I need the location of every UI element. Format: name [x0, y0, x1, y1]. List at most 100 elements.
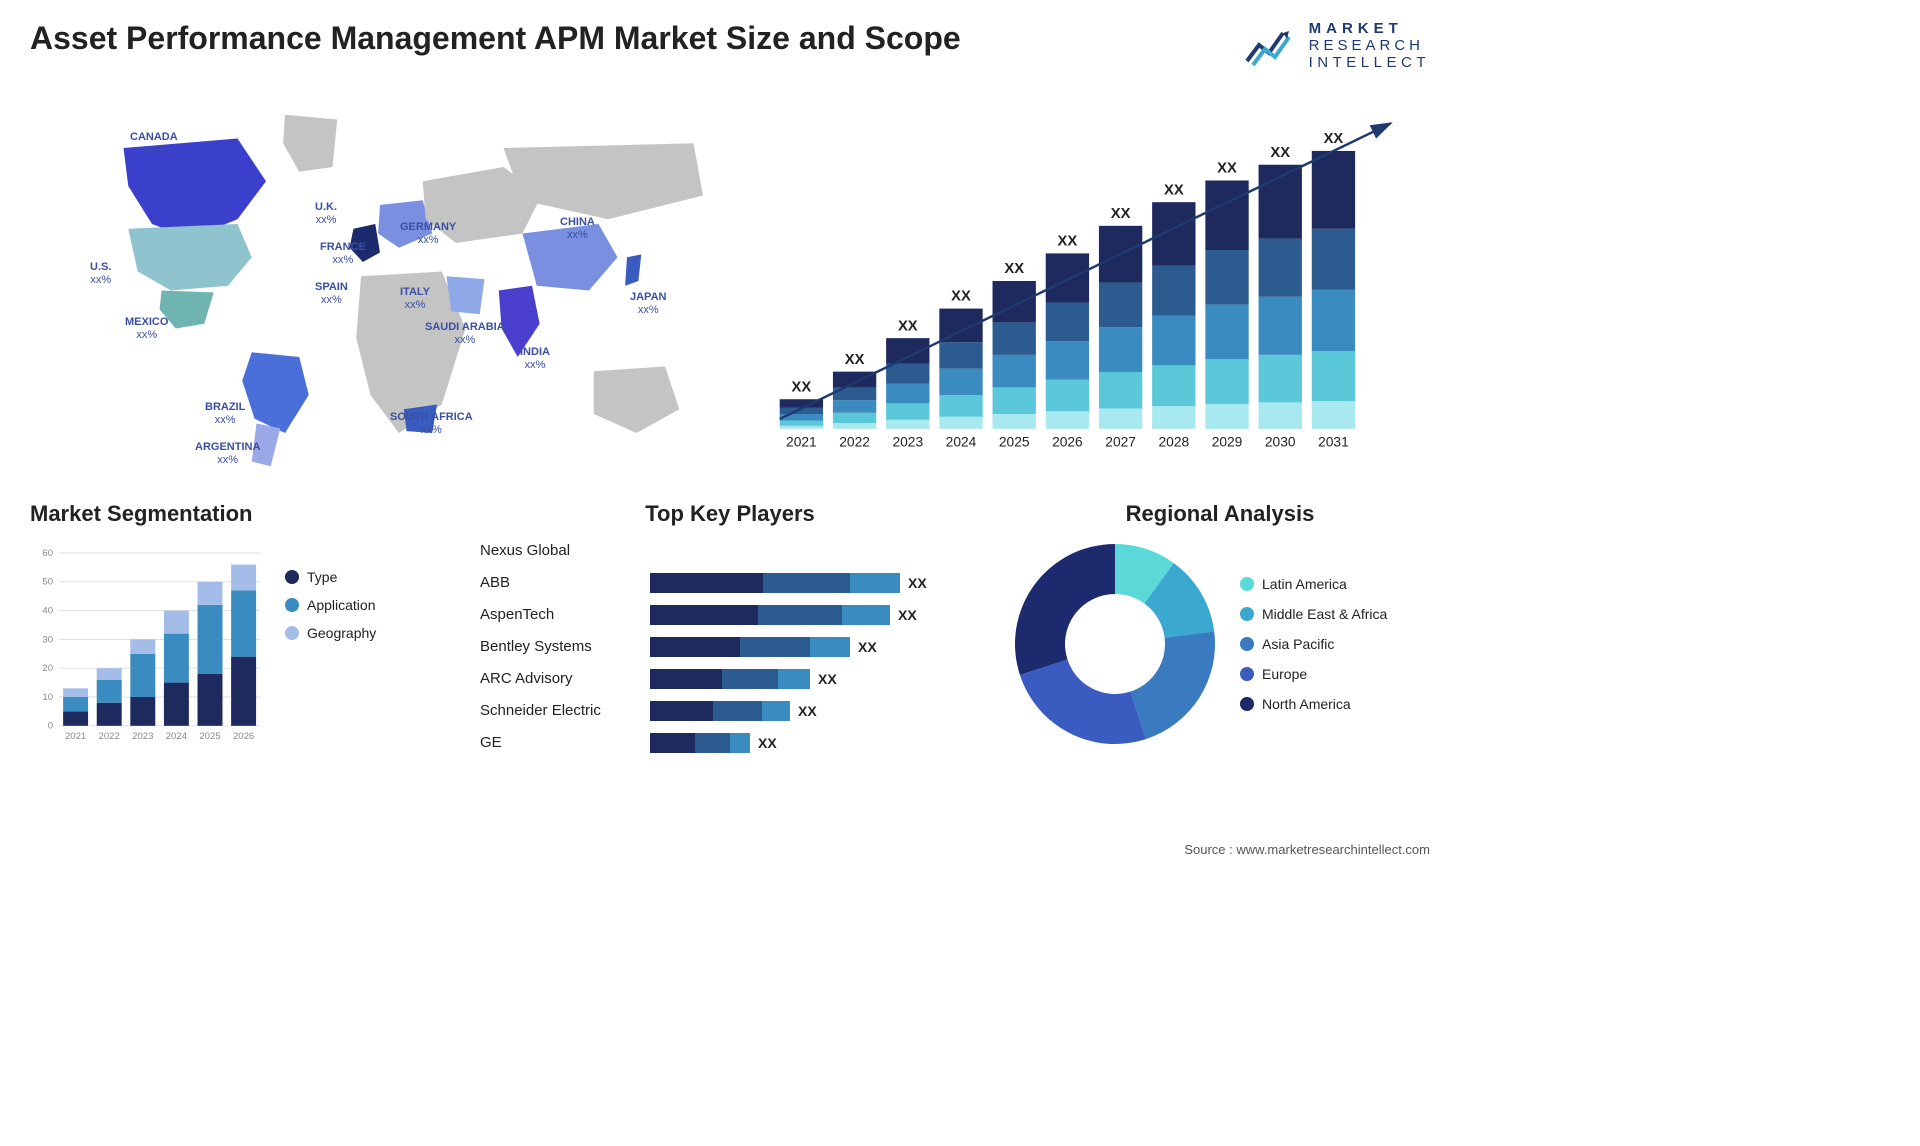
growth-bar-2029-seg4 [1205, 181, 1248, 251]
map-label-brazil: BRAZILxx% [205, 401, 245, 427]
growth-bar-2026-seg1 [1046, 380, 1089, 412]
seg-bar-2024-geography [164, 611, 189, 634]
player-value-6: XX [758, 735, 777, 751]
growth-bar-2021-seg0 [780, 426, 823, 429]
player-bar-row-0 [650, 539, 980, 563]
growth-value-2028: XX [1164, 182, 1184, 198]
player-value-1: XX [908, 575, 927, 591]
growth-value-2030: XX [1270, 145, 1290, 161]
growth-chart-panel: XX2021XX2022XX2023XX2024XX2025XX2026XX20… [760, 91, 1430, 471]
svg-text:60: 60 [42, 548, 53, 559]
donut-slice-europe [1020, 659, 1146, 744]
growth-bar-2028-seg0 [1152, 406, 1195, 429]
regional-title: Regional Analysis [1010, 501, 1430, 527]
seg-bar-2025-geography [198, 582, 223, 605]
growth-value-2025: XX [1004, 261, 1024, 277]
map-label-argentina: ARGENTINAxx% [195, 441, 260, 467]
growth-year-2030: 2030 [1265, 435, 1296, 450]
player-name-6: GE [480, 731, 650, 755]
seg-bar-2025-application [198, 605, 223, 674]
svg-text:2026: 2026 [233, 731, 254, 742]
growth-bar-2022-seg1 [833, 413, 876, 423]
growth-value-2024: XX [951, 289, 971, 305]
growth-bar-2026-seg4 [1046, 253, 1089, 302]
seg-bar-2021-application [63, 697, 88, 711]
swatch-icon [1240, 667, 1254, 681]
player-bar-row-4: XX [650, 667, 980, 691]
growth-bar-2027-seg2 [1099, 327, 1142, 372]
map-label-spain: SPAINxx% [315, 281, 348, 307]
growth-value-2031: XX [1324, 131, 1344, 147]
growth-value-2023: XX [898, 318, 918, 334]
map-region-greenland [283, 115, 337, 172]
svg-text:10: 10 [42, 692, 53, 703]
growth-bar-2025-seg0 [993, 414, 1036, 429]
growth-year-2022: 2022 [839, 435, 870, 450]
seg-bar-2022-application [97, 680, 122, 703]
growth-bar-2023-seg1 [886, 403, 929, 419]
regional-panel: Regional Analysis Latin AmericaMiddle Ea… [1010, 501, 1430, 759]
player-bar-row-5: XX [650, 699, 980, 723]
player-value-4: XX [818, 671, 837, 687]
growth-bar-2022-seg0 [833, 423, 876, 429]
swatch-icon [1240, 697, 1254, 711]
seg-bar-2021-type [63, 711, 88, 725]
segmentation-legend: TypeApplicationGeography [285, 539, 376, 759]
top-row: CANADAxx%U.S.xx%MEXICOxx%BRAZILxx%ARGENT… [30, 91, 1430, 471]
players-bars: XXXXXXXXXXXX [650, 539, 980, 755]
growth-value-2021: XX [792, 379, 812, 395]
svg-text:2022: 2022 [99, 731, 120, 742]
growth-value-2026: XX [1058, 234, 1078, 250]
player-name-5: Schneider Electric [480, 699, 650, 723]
seg-bar-2023-type [130, 697, 155, 726]
growth-chart: XX2021XX2022XX2023XX2024XX2025XX2026XX20… [760, 91, 1430, 471]
segmentation-title: Market Segmentation [30, 501, 450, 527]
growth-year-2023: 2023 [892, 435, 923, 450]
growth-bar-2028-seg1 [1152, 365, 1195, 406]
growth-year-2025: 2025 [999, 435, 1030, 450]
growth-bar-2030-seg3 [1259, 239, 1302, 297]
growth-bar-2022-seg2 [833, 400, 876, 413]
header: Asset Performance Management APM Market … [30, 20, 1430, 71]
regional-legend-latin-america: Latin America [1240, 576, 1387, 592]
growth-bar-2027-seg1 [1099, 372, 1142, 409]
logo-text-2: RESEARCH [1309, 37, 1430, 54]
seg-bar-2022-type [97, 703, 122, 726]
growth-bar-2029-seg1 [1205, 359, 1248, 404]
map-region-australia [594, 367, 680, 434]
players-panel: Top Key Players Nexus GlobalABBAspenTech… [480, 501, 980, 759]
logo-text-1: MARKET [1309, 20, 1430, 37]
seg-bar-2022-geography [97, 668, 122, 680]
player-value-5: XX [798, 703, 817, 719]
growth-year-2029: 2029 [1212, 435, 1243, 450]
seg-bar-2026-geography [231, 565, 256, 591]
growth-year-2028: 2028 [1158, 435, 1189, 450]
donut-slice-north-america [1015, 544, 1115, 675]
seg-bar-2021-geography [63, 688, 88, 697]
seg-bar-2025-type [198, 674, 223, 726]
svg-text:2021: 2021 [65, 731, 86, 742]
growth-bar-2030-seg0 [1259, 402, 1302, 428]
growth-value-2029: XX [1217, 161, 1237, 177]
swatch-icon [1240, 637, 1254, 651]
svg-text:2023: 2023 [132, 731, 153, 742]
growth-bar-2028-seg3 [1152, 266, 1195, 316]
players-title: Top Key Players [480, 501, 980, 527]
seg-bar-2023-geography [130, 639, 155, 653]
map-region-brazil [242, 352, 309, 433]
swatch-icon [1240, 607, 1254, 621]
regional-legend-europe: Europe [1240, 666, 1387, 682]
growth-bar-2025-seg4 [993, 281, 1036, 322]
growth-bar-2023-seg3 [886, 364, 929, 384]
growth-year-2024: 2024 [946, 435, 977, 450]
regional-legend-north-america: North America [1240, 696, 1387, 712]
map-label-saudi-arabia: SAUDI ARABIAxx% [425, 321, 505, 347]
player-name-2: AspenTech [480, 603, 650, 627]
growth-year-2021: 2021 [786, 435, 817, 450]
swatch-icon [1240, 577, 1254, 591]
map-label-india: INDIAxx% [520, 346, 550, 372]
growth-bar-2024-seg0 [939, 417, 982, 429]
swatch-icon [285, 570, 299, 584]
growth-bar-2031-seg3 [1312, 229, 1355, 290]
map-region-japan [625, 254, 641, 285]
